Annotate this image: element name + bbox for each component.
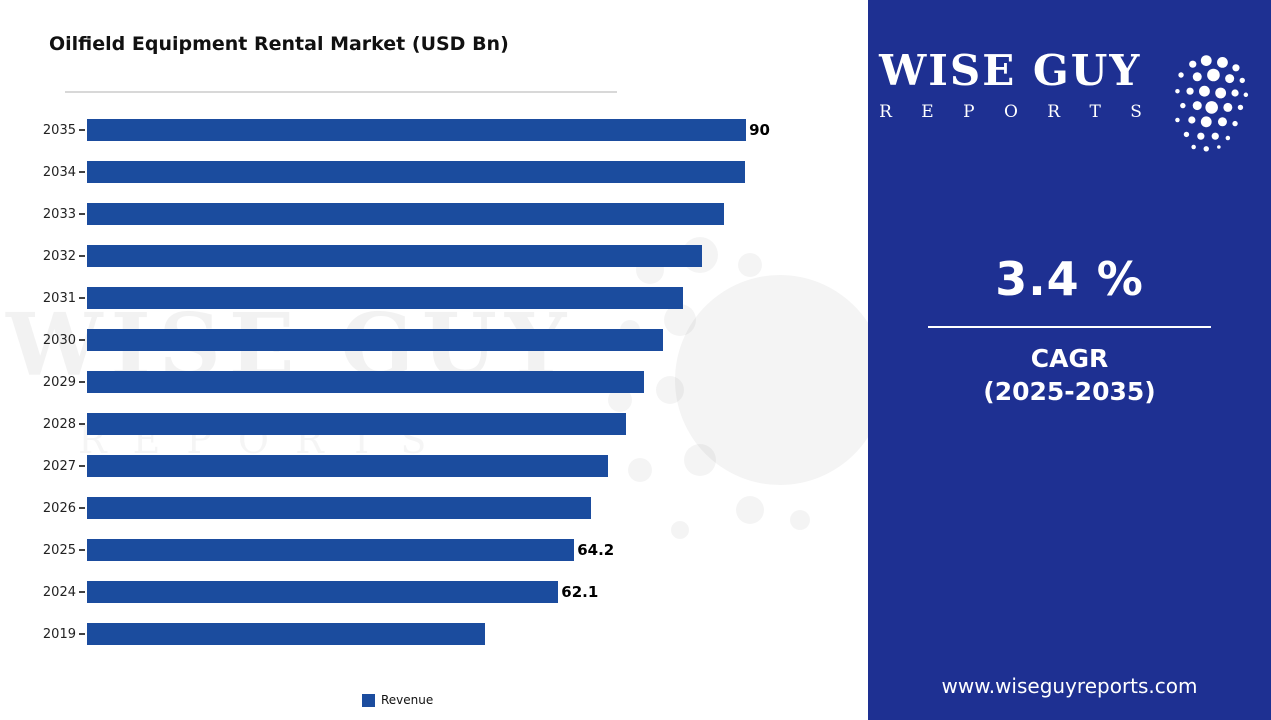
bar-track [87, 203, 770, 225]
brand-panel: WISE GUY R E P O R T S 3.4 % CAGR (2025-… [868, 0, 1271, 720]
brand-logo-text: WISE GUY R E P O R T S [879, 46, 1154, 123]
bar-track [87, 623, 770, 645]
bar-row: 2030 [0, 319, 868, 361]
title-underline [65, 91, 617, 93]
y-axis-tick [79, 129, 85, 131]
y-axis-tick [79, 171, 85, 173]
brand-logo-line1: WISE GUY [879, 46, 1142, 95]
y-axis-label: 2033 [42, 206, 76, 222]
y-axis-label: 2028 [42, 416, 76, 432]
bar-track [87, 329, 770, 351]
bar [87, 623, 486, 645]
bar-track: 90 [87, 119, 770, 141]
bar [87, 413, 626, 435]
bar-row: 2029 [0, 361, 868, 403]
bar [87, 371, 645, 393]
bar-track: 62.1 [87, 581, 770, 603]
y-axis-tick [79, 255, 85, 257]
bar [87, 581, 559, 603]
bar-row: 2024 62.1 [0, 571, 868, 613]
bar [87, 287, 683, 309]
bar [87, 119, 747, 141]
y-axis-label: 2024 [42, 584, 76, 600]
bar-row: 2019 [0, 613, 868, 655]
y-axis-label: 2034 [42, 164, 76, 180]
y-axis-label: 2019 [42, 626, 76, 642]
y-axis-tick [79, 549, 85, 551]
y-axis-tick [79, 507, 85, 509]
cagr-period: (2025-2035) [983, 377, 1156, 406]
bar [87, 203, 724, 225]
bar-track [87, 287, 770, 309]
bar-row: 2032 [0, 235, 868, 277]
bar-value-label: 62.1 [561, 583, 599, 601]
y-axis-label: 2032 [42, 248, 76, 264]
y-axis-label: 2029 [42, 374, 76, 390]
bar [87, 245, 703, 267]
y-axis-tick [79, 633, 85, 635]
y-axis-label: 2025 [42, 542, 76, 558]
brand-head-icon [1175, 55, 1248, 152]
cagr-divider [928, 326, 1211, 328]
bar-row: 2035 90 [0, 109, 868, 151]
bar [87, 497, 591, 519]
bar-track [87, 497, 770, 519]
bar-row: 2027 [0, 445, 868, 487]
bar-row: 2033 [0, 193, 868, 235]
bar-row: 2026 [0, 487, 868, 529]
y-axis-label: 2035 [42, 122, 76, 138]
bar-track [87, 245, 770, 267]
cagr-value: 3.4 % [995, 252, 1144, 306]
bar-row: 2025 64.2 [0, 529, 868, 571]
y-axis-label: 2027 [42, 458, 76, 474]
bar-track [87, 455, 770, 477]
y-axis-tick [79, 465, 85, 467]
bar-track [87, 371, 770, 393]
bar [87, 539, 575, 561]
bar-plot: 2035 90 2034 2033 2032 2031 2030 2029 2028 2027 20… [0, 109, 868, 655]
y-axis-tick [79, 213, 85, 215]
bar-track [87, 413, 770, 435]
brand-logo-line2: R E P O R T S [879, 102, 1154, 123]
bar-value-label: 90 [749, 121, 770, 139]
website-url: www.wiseguyreports.com [941, 674, 1198, 698]
legend-swatch [362, 693, 375, 707]
bar-row: 2028 [0, 403, 868, 445]
cagr-block: 3.4 % CAGR (2025-2035) [868, 252, 1271, 406]
bar [87, 161, 745, 183]
y-axis-label: 2030 [42, 332, 76, 348]
cagr-label: CAGR [1030, 344, 1109, 373]
y-axis-label: 2031 [42, 290, 76, 306]
brand-logo: WISE GUY R E P O R T S [868, 46, 1271, 156]
y-axis-tick [79, 423, 85, 425]
legend: Revenue [362, 693, 433, 707]
chart-title: Oilfield Equipment Rental Market (USD Bn… [49, 33, 509, 55]
bar-track [87, 161, 770, 183]
y-axis-label: 2026 [42, 500, 76, 516]
bar-value-label: 64.2 [577, 541, 615, 559]
y-axis-tick [79, 381, 85, 383]
bar-row: 2034 [0, 151, 868, 193]
y-axis-tick [79, 297, 85, 299]
y-axis-tick [79, 339, 85, 341]
bar [87, 455, 608, 477]
bar-track: 64.2 [87, 539, 770, 561]
bar [87, 329, 663, 351]
y-axis-tick [79, 591, 85, 593]
legend-label: Revenue [381, 693, 434, 707]
bar-row: 2031 [0, 277, 868, 319]
